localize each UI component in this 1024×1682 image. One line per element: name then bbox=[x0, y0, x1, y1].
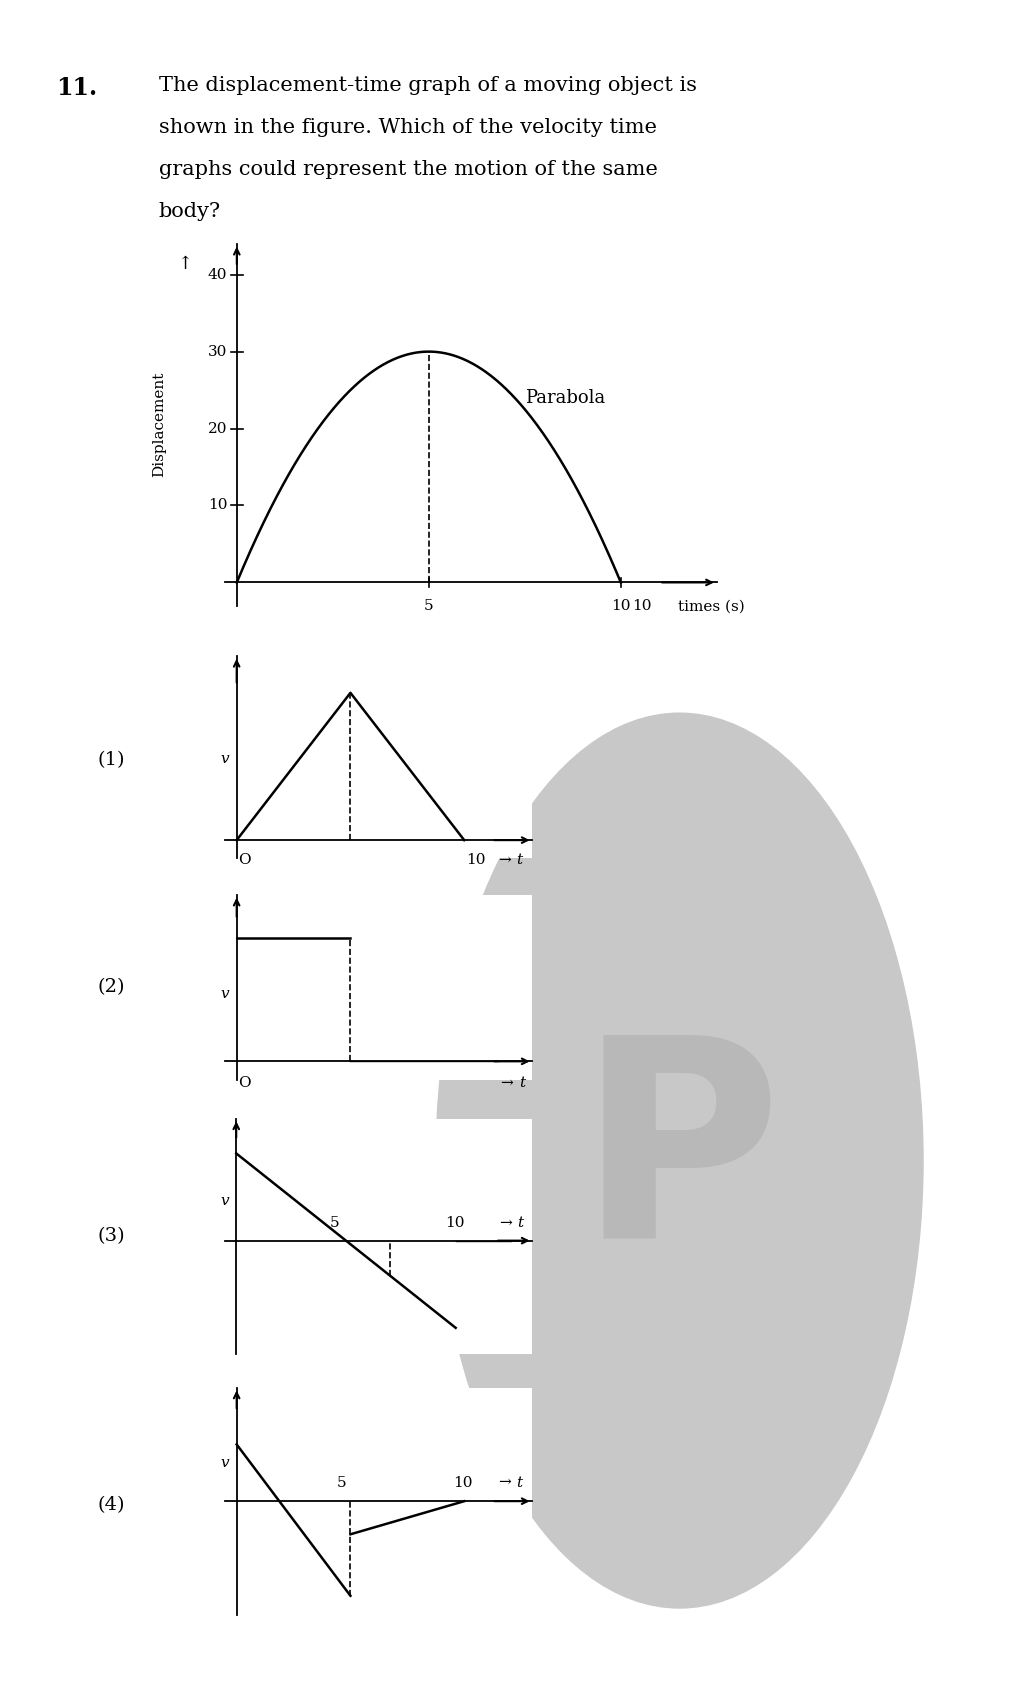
Text: t: t bbox=[517, 1216, 523, 1230]
Text: v: v bbox=[220, 1194, 228, 1208]
Text: v: v bbox=[220, 1457, 228, 1470]
Text: v: v bbox=[220, 987, 228, 1001]
Text: Displacement: Displacement bbox=[152, 372, 166, 476]
Text: v: v bbox=[220, 752, 228, 765]
Text: 10: 10 bbox=[611, 599, 631, 614]
Ellipse shape bbox=[436, 713, 923, 1608]
Text: (1): (1) bbox=[97, 752, 125, 769]
Text: 5: 5 bbox=[336, 1475, 346, 1490]
Text: O: O bbox=[238, 1076, 251, 1090]
Text: O: O bbox=[238, 853, 251, 868]
Text: →: → bbox=[500, 1216, 512, 1230]
Text: (3): (3) bbox=[97, 1228, 125, 1245]
Text: (2): (2) bbox=[97, 979, 125, 996]
Text: 10: 10 bbox=[208, 498, 227, 513]
Text: 11.: 11. bbox=[56, 76, 97, 99]
Text: t: t bbox=[519, 1076, 525, 1090]
Text: shown in the figure. Which of the velocity time: shown in the figure. Which of the veloci… bbox=[159, 118, 656, 136]
Text: graphs could represent the motion of the same: graphs could represent the motion of the… bbox=[159, 160, 657, 178]
Text: →: → bbox=[499, 853, 511, 868]
Text: →: → bbox=[501, 1076, 513, 1090]
Text: body?: body? bbox=[159, 202, 221, 220]
Text: P: P bbox=[578, 1026, 781, 1295]
Text: 10: 10 bbox=[633, 599, 652, 614]
Text: t: t bbox=[516, 853, 522, 868]
Text: times (s): times (s) bbox=[678, 599, 745, 614]
Text: (4): (4) bbox=[97, 1497, 125, 1514]
Text: →: → bbox=[499, 1475, 511, 1490]
Text: 10: 10 bbox=[467, 853, 486, 868]
Text: 30: 30 bbox=[208, 345, 227, 358]
Text: Parabola: Parabola bbox=[524, 389, 605, 407]
Text: 20: 20 bbox=[208, 422, 227, 436]
Text: 10: 10 bbox=[453, 1475, 472, 1490]
Text: 5: 5 bbox=[330, 1216, 339, 1230]
Text: t: t bbox=[516, 1475, 522, 1490]
Text: 10: 10 bbox=[444, 1216, 464, 1230]
Text: The displacement-time graph of a moving object is: The displacement-time graph of a moving … bbox=[159, 76, 696, 94]
Text: 5: 5 bbox=[424, 599, 433, 614]
Text: 40: 40 bbox=[208, 267, 227, 281]
Text: ↑: ↑ bbox=[177, 256, 191, 272]
